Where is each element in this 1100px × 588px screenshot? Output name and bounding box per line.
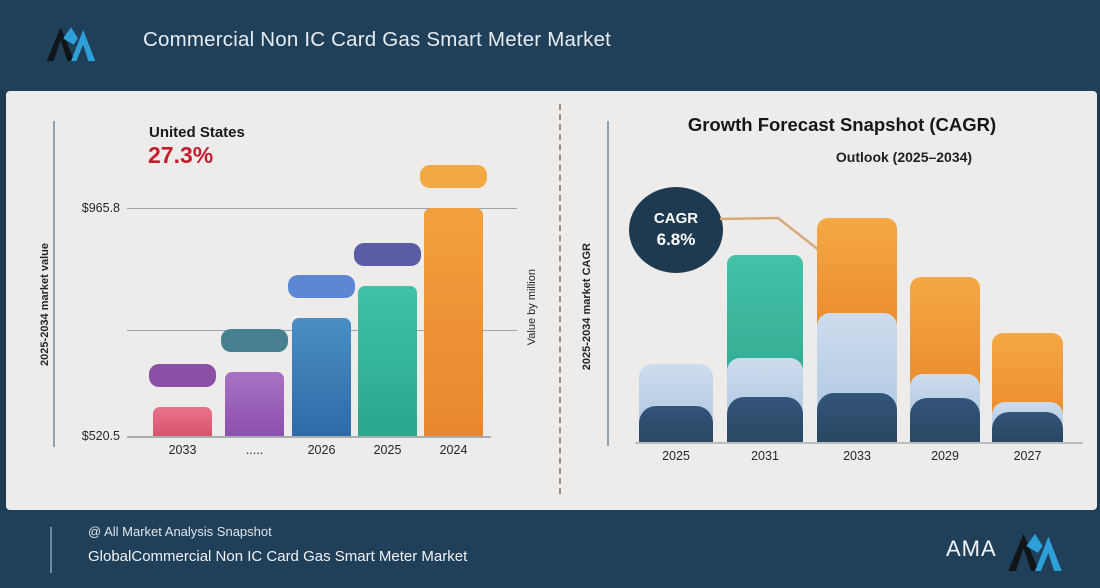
x-tick-label: 2025 [373,443,402,457]
header-bar: Commercial Non IC Card Gas Smart Meter M… [0,0,1100,91]
x-tick-label: 2026 [307,443,336,457]
footer-source-line: @ All Market Analysis Snapshot [88,524,272,539]
left-y-axis-title: 2025-2034 market value [39,243,51,366]
bar-segment-teal [727,255,803,374]
right-chart-subtitle: Outlook (2025–2034) [835,149,973,165]
right-x-axis-line [635,442,1083,444]
bar-segment-navy [817,393,897,442]
page-title: Commercial Non IC Card Gas Smart Meter M… [143,28,612,51]
footer-brand-text: AMA [946,536,997,561]
x-tick-label: 2025 [662,449,690,463]
bar [424,208,483,436]
cagr-badge-label: CAGR [653,210,699,227]
right-chart-title: Growth Forecast Snapshot (CAGR) [687,114,997,135]
bar-segment-navy [727,397,803,442]
footer-bar: @ All Market Analysis Snapshot GlobalCom… [0,510,1100,588]
left-y-axis-line [53,121,55,447]
footer-separator [50,527,52,573]
cagr-badge: CAGR 6.8% [629,187,723,273]
bar-cap [420,165,487,188]
region-cagr-value: 27.3% [148,142,214,168]
x-tick-label: 2029 [931,449,959,463]
x-tick-label: ..... [245,443,264,457]
bar-segment-navy [639,406,713,442]
right-y-axis-line [607,121,609,446]
right-y-axis-title: 2025-2034 market CAGR [581,243,593,371]
ytick-bottom: $520.5 [81,429,120,443]
x-tick-label: 2027 [1013,449,1042,463]
x-tick-label: 2031 [751,449,779,463]
x-tick-label: 2033 [843,449,871,463]
panel-divider [559,104,561,494]
bar-cap [149,364,216,387]
cagr-badge-value: 6.8% [656,229,696,249]
bar [358,286,417,436]
content-panel: United States 27.3% $965.8 $520.5 2025-2… [6,91,1097,510]
footer-report-title: GlobalCommercial Non IC Card Gas Smart M… [88,548,468,565]
bar-cap [354,243,421,266]
bar-cap [221,329,288,352]
ytick-top: $965.8 [81,201,120,215]
gridline-top [127,208,517,209]
x-tick-label: 2024 [439,443,468,457]
bar [292,318,351,436]
bar-segment-orange [910,277,980,390]
footer-ama-logo-icon [1008,533,1062,572]
bar-cap [288,275,355,298]
value-units-note: Value by million [526,269,538,346]
left-x-axis-line [127,436,491,438]
x-tick-label: 2033 [168,443,197,457]
region-label: United States [149,124,245,141]
bar [225,372,284,436]
callout-connector-line [719,216,821,252]
bar-segment-navy [910,398,980,442]
ama-logo-icon [46,27,96,62]
bar [153,407,212,436]
bar-segment-orange [817,218,897,329]
bar-segment-navy [992,412,1063,442]
